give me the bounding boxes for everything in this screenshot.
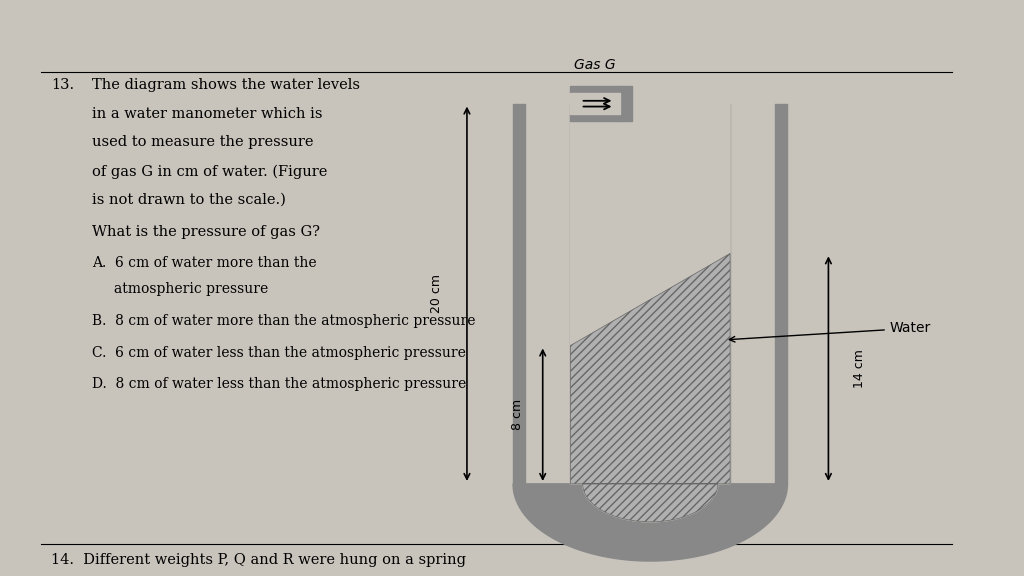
Text: C.  6 cm of water less than the atmospheric pressure: C. 6 cm of water less than the atmospher… [92,346,466,359]
Text: 14 cm: 14 cm [853,349,865,388]
Text: A.  6 cm of water more than the: A. 6 cm of water more than the [92,256,316,270]
Polygon shape [513,484,787,561]
Text: B.  8 cm of water more than the atmospheric pressure: B. 8 cm of water more than the atmospher… [92,314,476,328]
Text: 8 cm: 8 cm [511,399,523,430]
Text: What is the pressure of gas G?: What is the pressure of gas G? [92,225,321,238]
Polygon shape [570,253,730,522]
Text: in a water manometer which is: in a water manometer which is [92,107,323,120]
Text: is not drawn to the scale.): is not drawn to the scale.) [92,193,286,207]
Text: used to measure the pressure: used to measure the pressure [92,135,313,149]
Text: of gas G in cm of water. (Figure: of gas G in cm of water. (Figure [92,164,328,179]
Text: 13.: 13. [51,78,75,92]
Text: 20 cm: 20 cm [430,274,442,313]
Text: Water: Water [729,321,931,342]
Text: The diagram shows the water levels: The diagram shows the water levels [92,78,360,92]
Text: Gas G: Gas G [574,58,615,72]
Text: D.  8 cm of water less than the atmospheric pressure: D. 8 cm of water less than the atmospher… [92,377,466,391]
Text: 14.  Different weights P, Q and R were hung on a spring: 14. Different weights P, Q and R were hu… [51,553,466,567]
Text: atmospheric pressure: atmospheric pressure [92,282,268,296]
Polygon shape [570,104,730,522]
